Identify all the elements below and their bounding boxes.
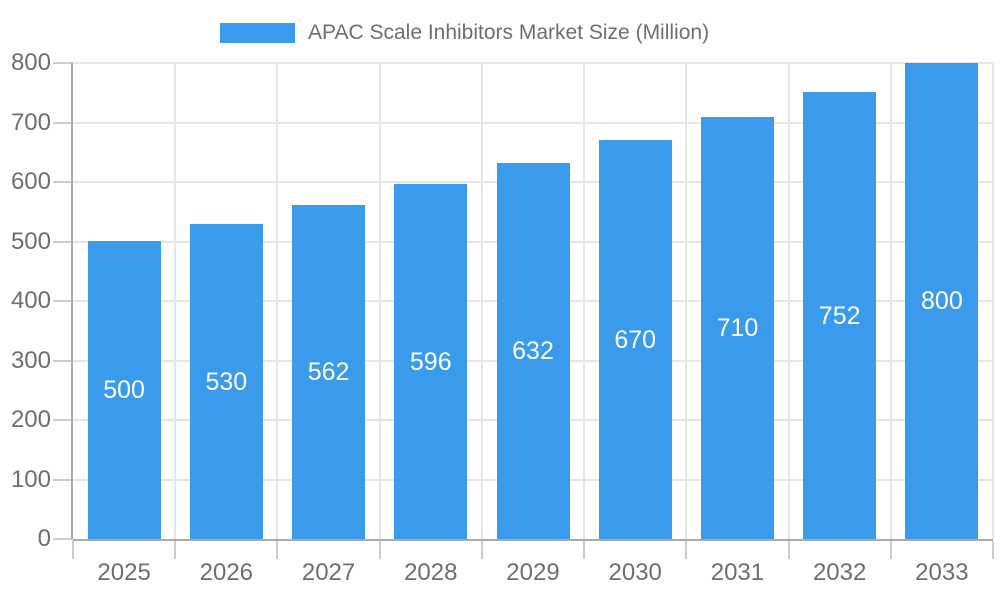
- x-gridline: [480, 63, 483, 539]
- bar-value-label: 670: [614, 325, 657, 354]
- y-tick-label: 400: [10, 287, 51, 314]
- bar-value-label: 632: [512, 337, 554, 365]
- y-tick-label: 800: [10, 49, 51, 76]
- y-axis-tick: [53, 538, 73, 540]
- x-tick-label: 2033: [915, 559, 969, 586]
- x-axis-line: [73, 539, 993, 541]
- x-gridline: [276, 63, 279, 539]
- x-tick-label: 2027: [301, 559, 356, 586]
- x-axis-tick: [378, 541, 381, 559]
- bar-2028[interactable]: [394, 184, 468, 539]
- x-gridline: [787, 63, 790, 539]
- bar-value-label: 500: [103, 376, 145, 404]
- legend-label: APAC Scale Inhibitors Market Size (Milli…: [308, 21, 710, 44]
- x-gridline: [583, 63, 586, 539]
- x-gridline: [174, 63, 177, 539]
- y-axis-tick: [53, 121, 73, 124]
- x-axis-tick: [583, 541, 586, 559]
- x-tick-label: 2028: [404, 559, 458, 586]
- bar-value-label: 800: [921, 287, 963, 315]
- x-gridline: [685, 63, 688, 539]
- y-tick-label: 0: [37, 525, 51, 552]
- bar-value-label: 752: [818, 301, 861, 330]
- y-tick-label: 200: [10, 406, 51, 433]
- legend-color-swatch: [220, 23, 295, 43]
- x-tick-label: 2029: [506, 559, 560, 586]
- y-axis-tick: [53, 478, 73, 481]
- y-axis-tick: [53, 300, 73, 302]
- x-tick-label: 2026: [199, 559, 254, 586]
- y-tick-label: 100: [10, 465, 51, 493]
- x-tick-label: 2030: [608, 559, 662, 586]
- y-tick-label: 300: [10, 346, 51, 374]
- x-axis-tick: [889, 541, 892, 559]
- bar-value-label: 710: [716, 314, 759, 342]
- y-tick-label: 500: [10, 227, 51, 255]
- chart-legend[interactable]: APAC Scale Inhibitors Market Size (Milli…: [220, 21, 709, 45]
- bar-2025[interactable]: [87, 241, 161, 539]
- x-tick-label: 2032: [812, 559, 867, 586]
- x-tick-label: 2025: [97, 559, 151, 586]
- bar-2027[interactable]: [292, 205, 366, 539]
- y-gridline: [73, 121, 993, 124]
- x-axis-tick: [72, 541, 74, 559]
- x-tick-label: 2031: [710, 559, 765, 586]
- bar-2031[interactable]: [700, 117, 774, 539]
- y-axis-tick: [53, 419, 73, 421]
- x-axis-tick: [480, 541, 483, 559]
- x-gridline: [378, 63, 381, 539]
- y-axis-line: [71, 63, 73, 539]
- y-axis-tick: [53, 62, 73, 64]
- x-gridline: [992, 63, 994, 539]
- y-tick-label: 600: [10, 168, 51, 195]
- bar-value-label: 530: [205, 367, 248, 396]
- x-axis-tick: [992, 541, 994, 559]
- bar-value-label: 596: [409, 347, 452, 376]
- y-axis-tick: [53, 359, 73, 362]
- x-axis-tick: [276, 541, 279, 559]
- y-axis-tick: [53, 181, 73, 183]
- bar-2029[interactable]: [496, 163, 570, 539]
- x-axis-tick: [685, 541, 688, 559]
- y-tick-label: 700: [10, 108, 51, 136]
- y-axis-tick: [53, 240, 73, 243]
- x-axis-tick: [174, 541, 177, 559]
- x-axis-tick: [787, 541, 790, 559]
- bar-2030[interactable]: [598, 140, 672, 539]
- bar-2032[interactable]: [803, 92, 877, 539]
- x-gridline: [889, 63, 892, 539]
- y-gridline: [73, 62, 993, 64]
- bar-value-label: 562: [307, 358, 350, 386]
- bar-2026[interactable]: [189, 224, 263, 539]
- bar-2033[interactable]: [905, 63, 979, 539]
